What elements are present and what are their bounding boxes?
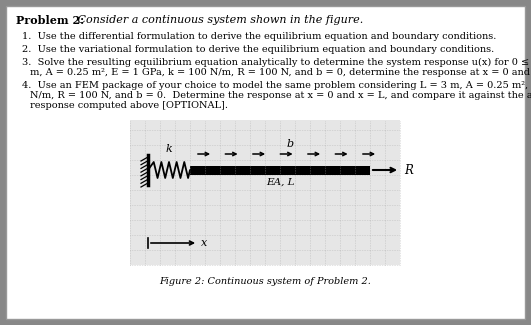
Text: 2.  Use the variational formulation to derive the equilibrium equation and bound: 2. Use the variational formulation to de…: [22, 45, 494, 54]
Text: EA, L: EA, L: [266, 177, 294, 187]
Text: 1.  Use the differential formulation to derive the equilibrium equation and boun: 1. Use the differential formulation to d…: [22, 32, 496, 41]
Text: Figure 2: Continuous system of Problem 2.: Figure 2: Continuous system of Problem 2…: [159, 277, 371, 286]
Bar: [130, 120, 400, 265]
FancyBboxPatch shape: [6, 6, 525, 319]
Text: x: x: [201, 238, 207, 248]
Text: Consider a continuous system shown in the figure.: Consider a continuous system shown in th…: [74, 15, 363, 25]
Text: b: b: [286, 139, 294, 149]
Text: 3.  Solve the resulting equilibrium equation analytically to determine the syste: 3. Solve the resulting equilibrium equat…: [22, 58, 531, 67]
Text: m, A = 0.25 m², E = 1 GPa, k = 100 N/m, R = 100 N, and b = 0, determine the resp: m, A = 0.25 m², E = 1 GPa, k = 100 N/m, …: [30, 68, 531, 77]
Text: R: R: [404, 163, 413, 176]
Text: N/m, R = 100 N, and b = 0.  Determine the response at x = 0 and x = L, and compa: N/m, R = 100 N, and b = 0. Determine the…: [30, 91, 531, 100]
Bar: [190, 165, 370, 175]
Text: k: k: [166, 144, 173, 154]
Text: 4.  Use an FEM package of your choice to model the same problem considering L = : 4. Use an FEM package of your choice to …: [22, 81, 531, 90]
Text: Problem 2:: Problem 2:: [16, 15, 84, 26]
Text: response computed above [OPTIONAL].: response computed above [OPTIONAL].: [30, 101, 228, 110]
